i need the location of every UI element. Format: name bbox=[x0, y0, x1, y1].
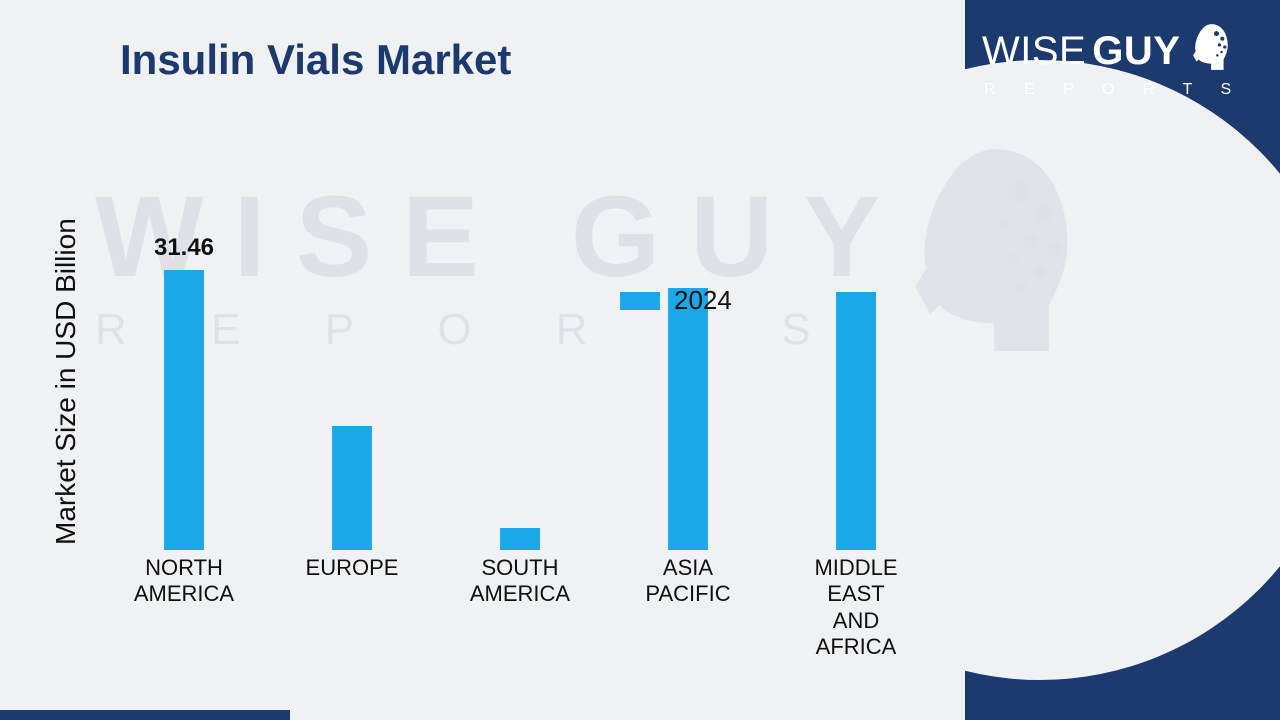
bar-slot bbox=[268, 150, 436, 550]
bar-slot bbox=[604, 150, 772, 550]
bars-container: 31.46 bbox=[100, 150, 940, 550]
page-root: WISE GUY R E P O R T S Insulin Vials Mar… bbox=[0, 0, 1280, 720]
bar-slot bbox=[772, 150, 940, 550]
y-axis-label: Market Size in USD Billion bbox=[50, 218, 82, 545]
bar bbox=[500, 528, 540, 550]
logo-word-wise: WISE bbox=[982, 31, 1086, 71]
bar bbox=[668, 288, 708, 550]
chart-area: 31.46 bbox=[100, 150, 940, 550]
legend: 2024 bbox=[620, 285, 732, 316]
logo-head-icon bbox=[1186, 22, 1232, 79]
bar bbox=[332, 426, 372, 550]
bottom-accent-strip bbox=[0, 710, 290, 720]
x-axis-category-label: MIDDLE EAST AND AFRICA bbox=[772, 555, 940, 661]
bar-slot: 31.46 bbox=[100, 150, 268, 550]
logo-subtext: R E P O R T S bbox=[984, 81, 1252, 99]
x-axis-category-label: SOUTH AMERICA bbox=[436, 555, 604, 661]
x-axis-category-label: EUROPE bbox=[268, 555, 436, 661]
legend-label: 2024 bbox=[674, 285, 732, 316]
x-axis-labels: NORTH AMERICAEUROPESOUTH AMERICAASIA PAC… bbox=[100, 555, 940, 661]
legend-swatch bbox=[620, 292, 660, 310]
bar-slot bbox=[436, 150, 604, 550]
brand-logo: WISE GUY R E P O R T S bbox=[982, 22, 1252, 99]
logo-word-guy: GUY bbox=[1092, 31, 1180, 71]
bar bbox=[836, 292, 876, 550]
x-axis-category-label: NORTH AMERICA bbox=[100, 555, 268, 661]
bar-value-label: 31.46 bbox=[154, 234, 214, 262]
bar bbox=[164, 270, 204, 550]
chart-title: Insulin Vials Market bbox=[120, 36, 511, 84]
x-axis-category-label: ASIA PACIFIC bbox=[604, 555, 772, 661]
